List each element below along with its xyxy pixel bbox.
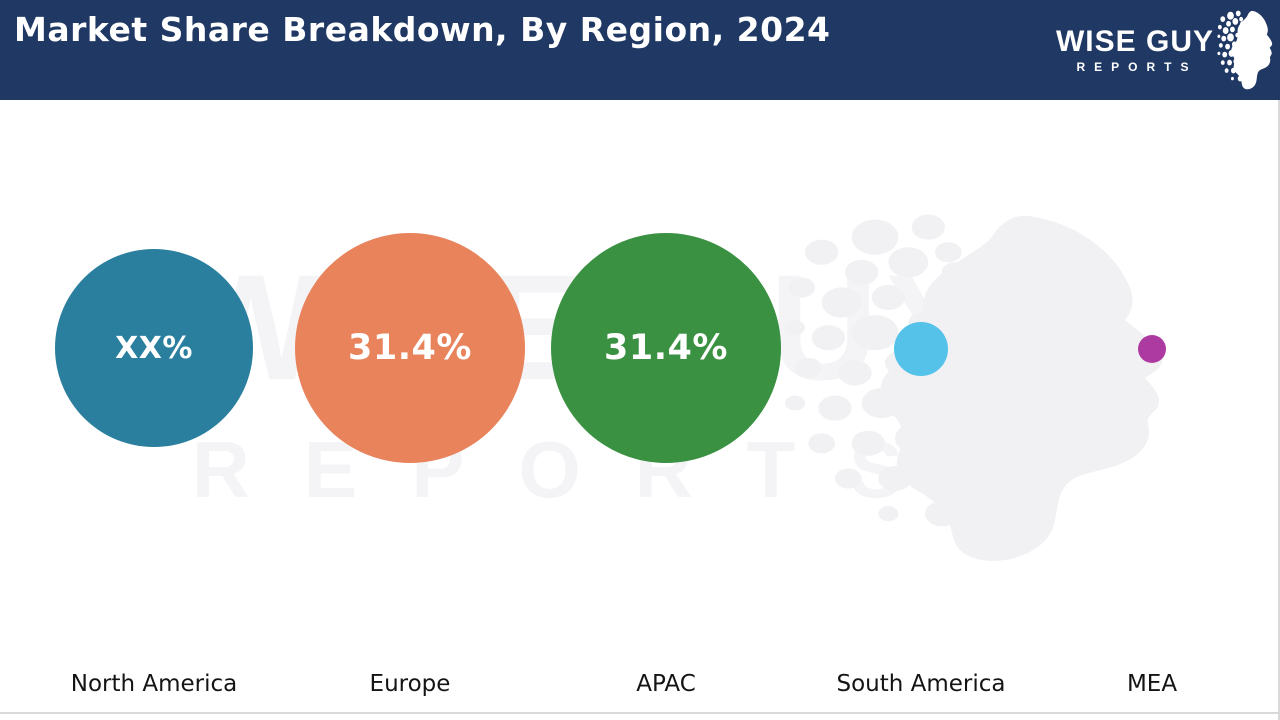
bubble-value-apac: 31.4% — [604, 328, 728, 368]
bottom-border-line — [0, 712, 1280, 714]
region-label-north-america: North America — [70, 671, 238, 697]
region-label-europe: Europe — [369, 671, 451, 697]
page-title: Market Share Breakdown, By Region, 2024 — [14, 10, 831, 49]
region-label-mea: MEA — [1126, 671, 1178, 697]
bubble-south-america — [894, 322, 948, 376]
bubble-apac: 31.4% — [551, 233, 781, 463]
logo-text: WISE GUY REPORTS — [1055, 25, 1214, 74]
logo-subtitle: REPORTS — [1076, 60, 1198, 74]
bubble-north-america: XX% — [55, 249, 253, 447]
bubble-europe: 31.4% — [295, 233, 525, 463]
head-silhouette-icon — [1216, 10, 1274, 90]
wiseguy-logo: WISE GUY REPORTS — [1056, 6, 1274, 94]
bubble-value-north-america: XX% — [115, 330, 193, 366]
region-label-south-america: South America — [836, 671, 1006, 697]
bubble-mea — [1138, 335, 1166, 363]
region-label-apac: APAC — [636, 671, 696, 697]
watermark-subtitle: REPORTS — [192, 425, 957, 514]
bubble-value-europe: 31.4% — [348, 328, 472, 368]
watermark-head-silhouette-icon — [775, 212, 1175, 564]
header: Market Share Breakdown, By Region, 2024 … — [0, 0, 1280, 100]
logo-wordmark: WISE GUY — [1055, 25, 1214, 58]
right-border-line — [1278, 100, 1280, 720]
